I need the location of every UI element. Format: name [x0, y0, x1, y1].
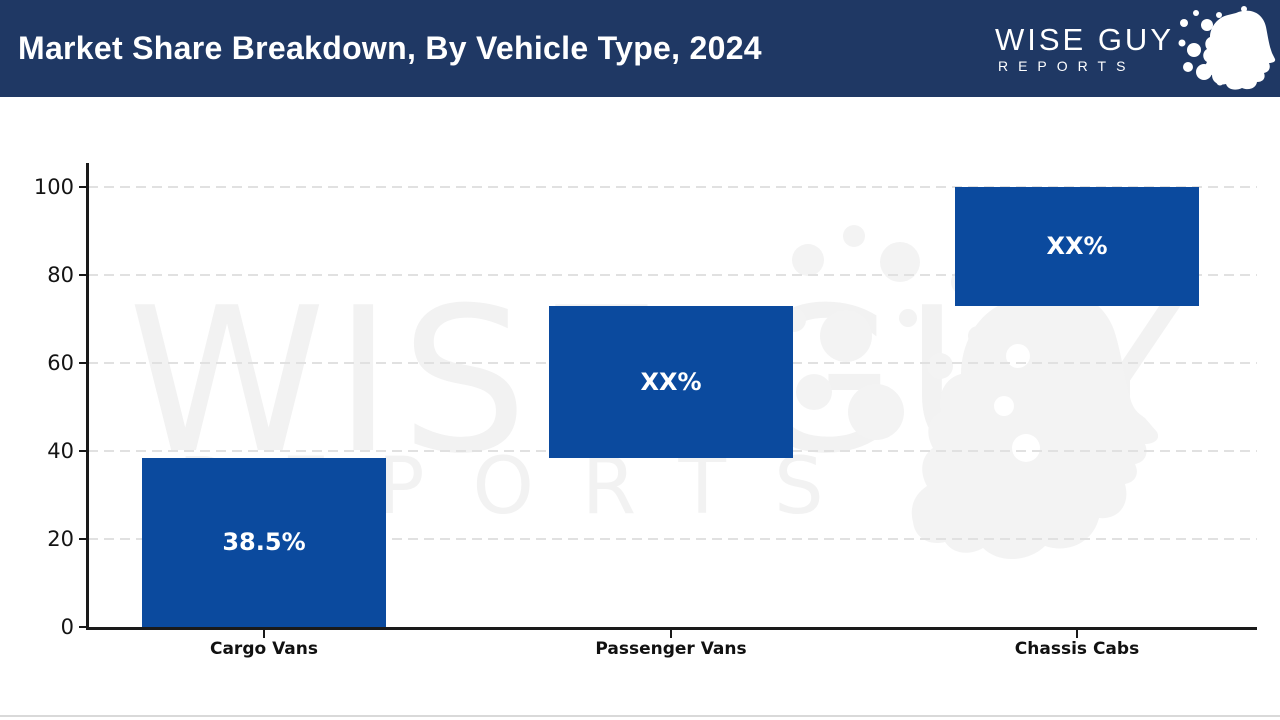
y-tick-label: 40	[47, 439, 74, 463]
y-axis-line	[86, 163, 89, 630]
bar-value-label: 38.5%	[222, 528, 306, 557]
y-gridline	[88, 186, 1257, 188]
bar-value-label: XX%	[1046, 232, 1108, 261]
bottom-rule	[0, 715, 1280, 717]
x-axis-line	[86, 627, 1257, 630]
bar-0	[142, 457, 386, 627]
y-gridline	[88, 538, 1257, 540]
brand-logo: WISE GUY REPORTS	[995, 5, 1280, 93]
y-tick-label: 60	[47, 351, 74, 375]
y-tick-mark	[79, 450, 87, 452]
y-tick-mark	[79, 626, 87, 628]
y-tick-mark	[79, 186, 87, 188]
y-tick-mark	[79, 538, 87, 540]
y-tick-label: 20	[47, 527, 74, 551]
x-tick-mark	[263, 630, 265, 638]
header-band: Market Share Breakdown, By Vehicle Type,…	[0, 0, 1280, 97]
x-tick-mark	[670, 630, 672, 638]
x-category-label: Passenger Vans	[595, 639, 747, 659]
y-tick-label: 80	[47, 263, 74, 287]
bar-2	[955, 187, 1199, 306]
y-gridline	[88, 274, 1257, 276]
brand-name: WISE GUY	[994, 22, 1174, 57]
x-category-label: Cargo Vans	[209, 639, 319, 659]
brand-subtitle: REPORTS	[997, 58, 1136, 74]
y-tick-label: 0	[60, 615, 74, 639]
y-tick-mark	[79, 362, 87, 364]
page-title: Market Share Breakdown, By Vehicle Type,…	[18, 30, 762, 66]
brand-head-icon	[1178, 5, 1276, 90]
bar-1	[549, 305, 793, 458]
brand-logo-text: WISE GUY REPORTS	[995, 24, 1174, 73]
bar-value-label: XX%	[640, 367, 702, 396]
y-tick-label: 100	[33, 175, 74, 199]
x-tick-mark	[1076, 630, 1078, 638]
y-tick-mark	[79, 274, 87, 276]
x-category-label: Chassis Cabs	[1014, 639, 1140, 659]
